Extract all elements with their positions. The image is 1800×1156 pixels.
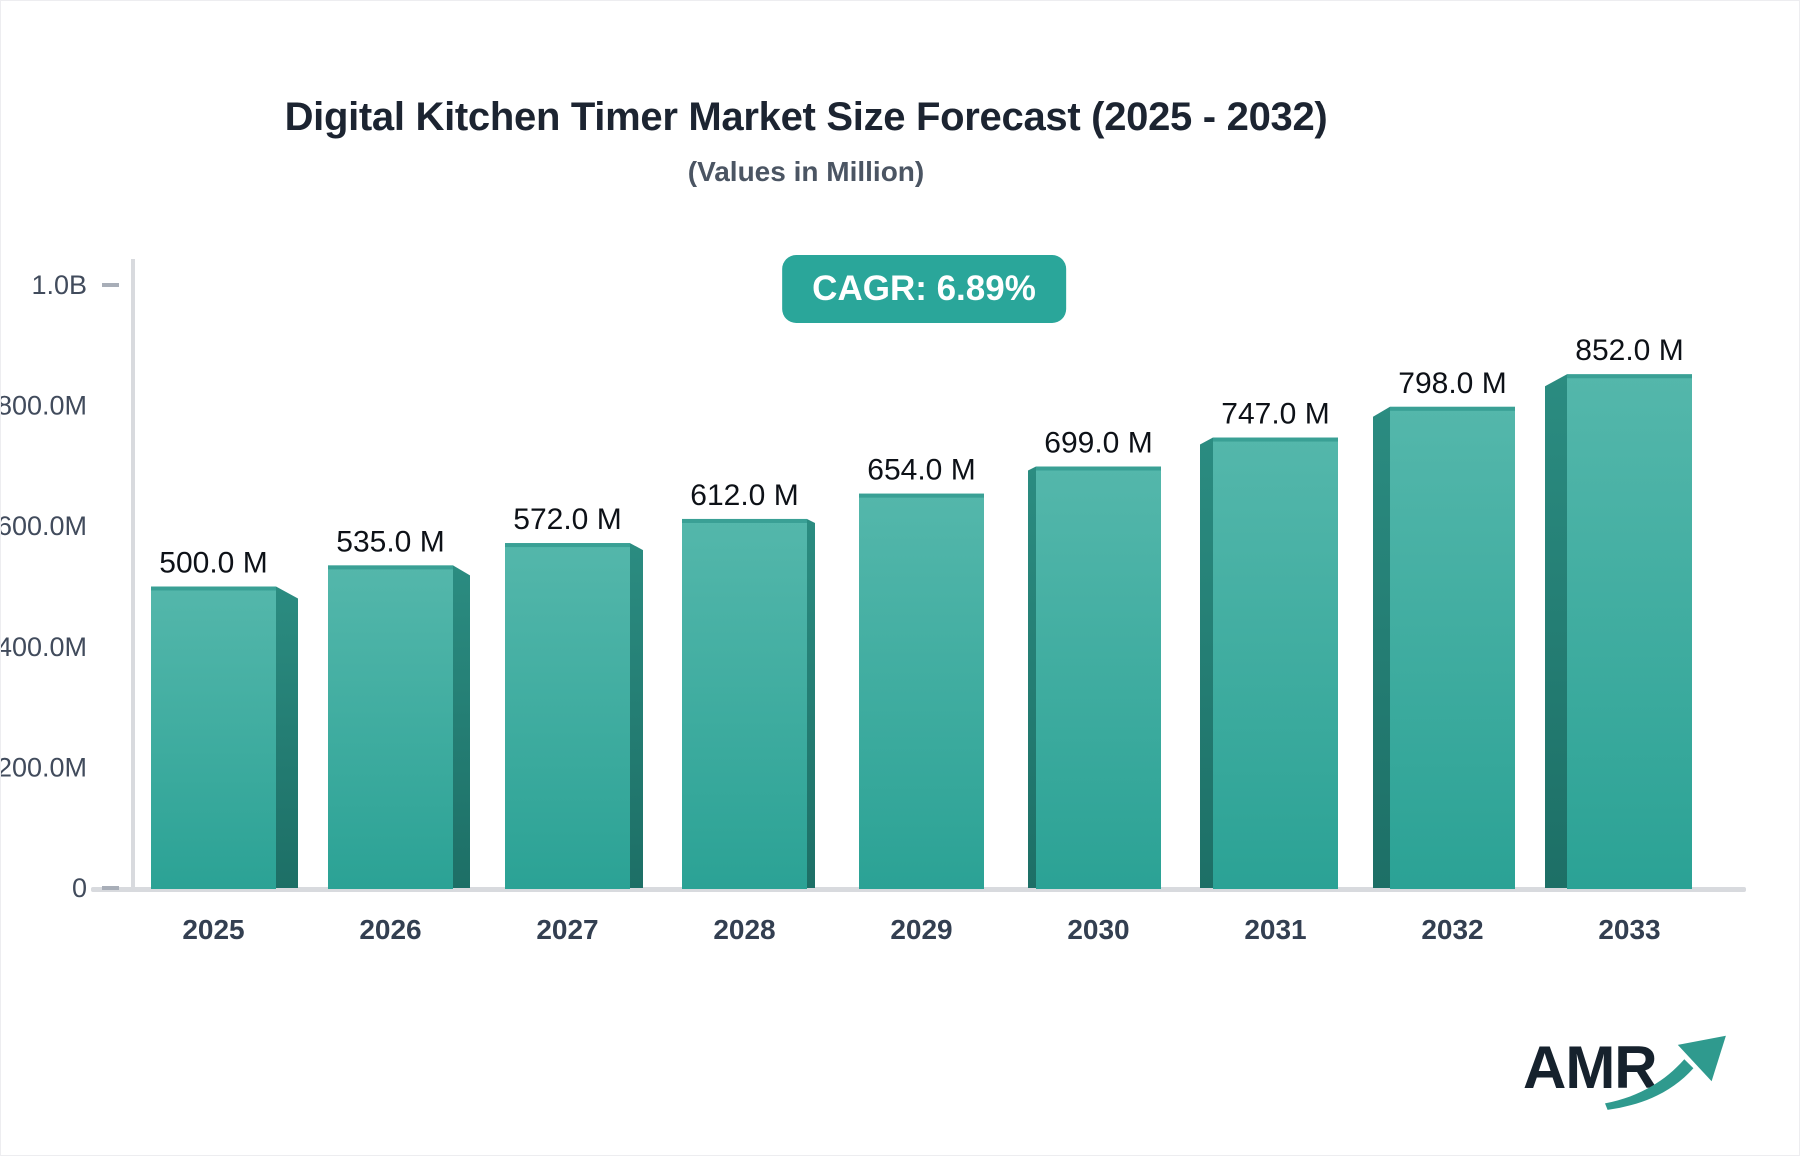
bar-top-edge <box>151 586 276 591</box>
bar-face <box>1390 406 1515 889</box>
growth-arrow-icon <box>1605 1035 1726 1110</box>
bar-value-label: 612.0 M <box>690 479 798 512</box>
bar-side-face <box>1373 406 1390 888</box>
amr-logo-text: AMR <box>1523 1034 1658 1101</box>
bar-face <box>1567 374 1692 889</box>
bar-face <box>151 586 276 889</box>
bar-top-edge <box>1390 406 1515 411</box>
x-axis-label: 2025 <box>182 914 244 945</box>
y-axis-label: 200.0M <box>1 752 87 782</box>
y-axis-label: 400.0M <box>1 632 87 662</box>
title-block: Digital Kitchen Timer Market Size Foreca… <box>1 95 1611 188</box>
bar-top-edge <box>328 565 453 570</box>
bar-face <box>682 518 807 889</box>
y-axis-label: 1.0B <box>31 270 87 300</box>
bar-2031[interactable] <box>1200 437 1338 889</box>
bar-top-edge <box>859 493 984 498</box>
x-axis-label: 2033 <box>1598 914 1660 945</box>
y-axis-label: 800.0M <box>1 391 87 421</box>
y-axis-line <box>131 259 135 892</box>
bar-value-label: 699.0 M <box>1044 427 1152 460</box>
chart-title: Digital Kitchen Timer Market Size Foreca… <box>284 95 1328 139</box>
bar-side-face <box>453 565 470 888</box>
bar-side-face <box>1028 466 1036 888</box>
bar-value-label: 654.0 M <box>867 454 975 487</box>
bar-face <box>1036 466 1161 889</box>
bar-value-label: 798.0 M <box>1398 367 1506 400</box>
x-axis-label: 2026 <box>359 914 421 945</box>
y-axis-label: 0 <box>72 873 87 903</box>
bar-side-face <box>276 586 298 888</box>
bar-value-label: 572.0 M <box>513 503 621 536</box>
bar-value-label: 535.0 M <box>336 525 444 558</box>
bar-2030[interactable] <box>1028 466 1161 889</box>
bar-2029[interactable] <box>859 493 984 889</box>
bar-top-edge <box>1567 374 1692 379</box>
bar-side-face <box>807 518 815 888</box>
bar-2032[interactable] <box>1373 406 1515 889</box>
bar-2033[interactable] <box>1545 374 1692 889</box>
x-axis-label: 2028 <box>713 914 775 945</box>
bar-face <box>505 543 630 889</box>
bar-face <box>1213 437 1338 889</box>
bar-value-label: 500.0 M <box>159 547 267 580</box>
x-axis-label: 2032 <box>1421 914 1483 945</box>
bar-side-face <box>630 543 643 888</box>
bar-side-face <box>1545 374 1567 888</box>
amr-logo: AMR <box>1523 1019 1733 1119</box>
x-axis-label: 2031 <box>1244 914 1306 945</box>
bar-top-edge <box>1213 437 1338 442</box>
cagr-badge: CAGR: 6.89% <box>782 255 1066 323</box>
bar-top-edge <box>682 518 807 523</box>
x-axis-label: 2027 <box>536 914 598 945</box>
bar-top-edge <box>1036 466 1161 471</box>
bar-2026[interactable] <box>328 565 470 889</box>
bar-side-face <box>1200 437 1213 888</box>
bar-face <box>328 565 453 889</box>
x-axis-label: 2030 <box>1067 914 1129 945</box>
bar-value-label: 852.0 M <box>1575 334 1683 367</box>
bar-2025[interactable] <box>151 586 298 890</box>
bar-top-edge <box>505 543 630 548</box>
y-axis-label: 600.0M <box>1 511 87 541</box>
x-axis-label: 2029 <box>890 914 952 945</box>
bar-face <box>859 493 984 889</box>
chart-subtitle: (Values in Million) <box>687 156 925 187</box>
y-axis-tick <box>102 283 119 287</box>
bar-value-label: 747.0 M <box>1221 398 1329 431</box>
y-axis-tick <box>102 886 119 890</box>
bar-2027[interactable] <box>505 543 643 889</box>
bar-2028[interactable] <box>682 518 815 889</box>
